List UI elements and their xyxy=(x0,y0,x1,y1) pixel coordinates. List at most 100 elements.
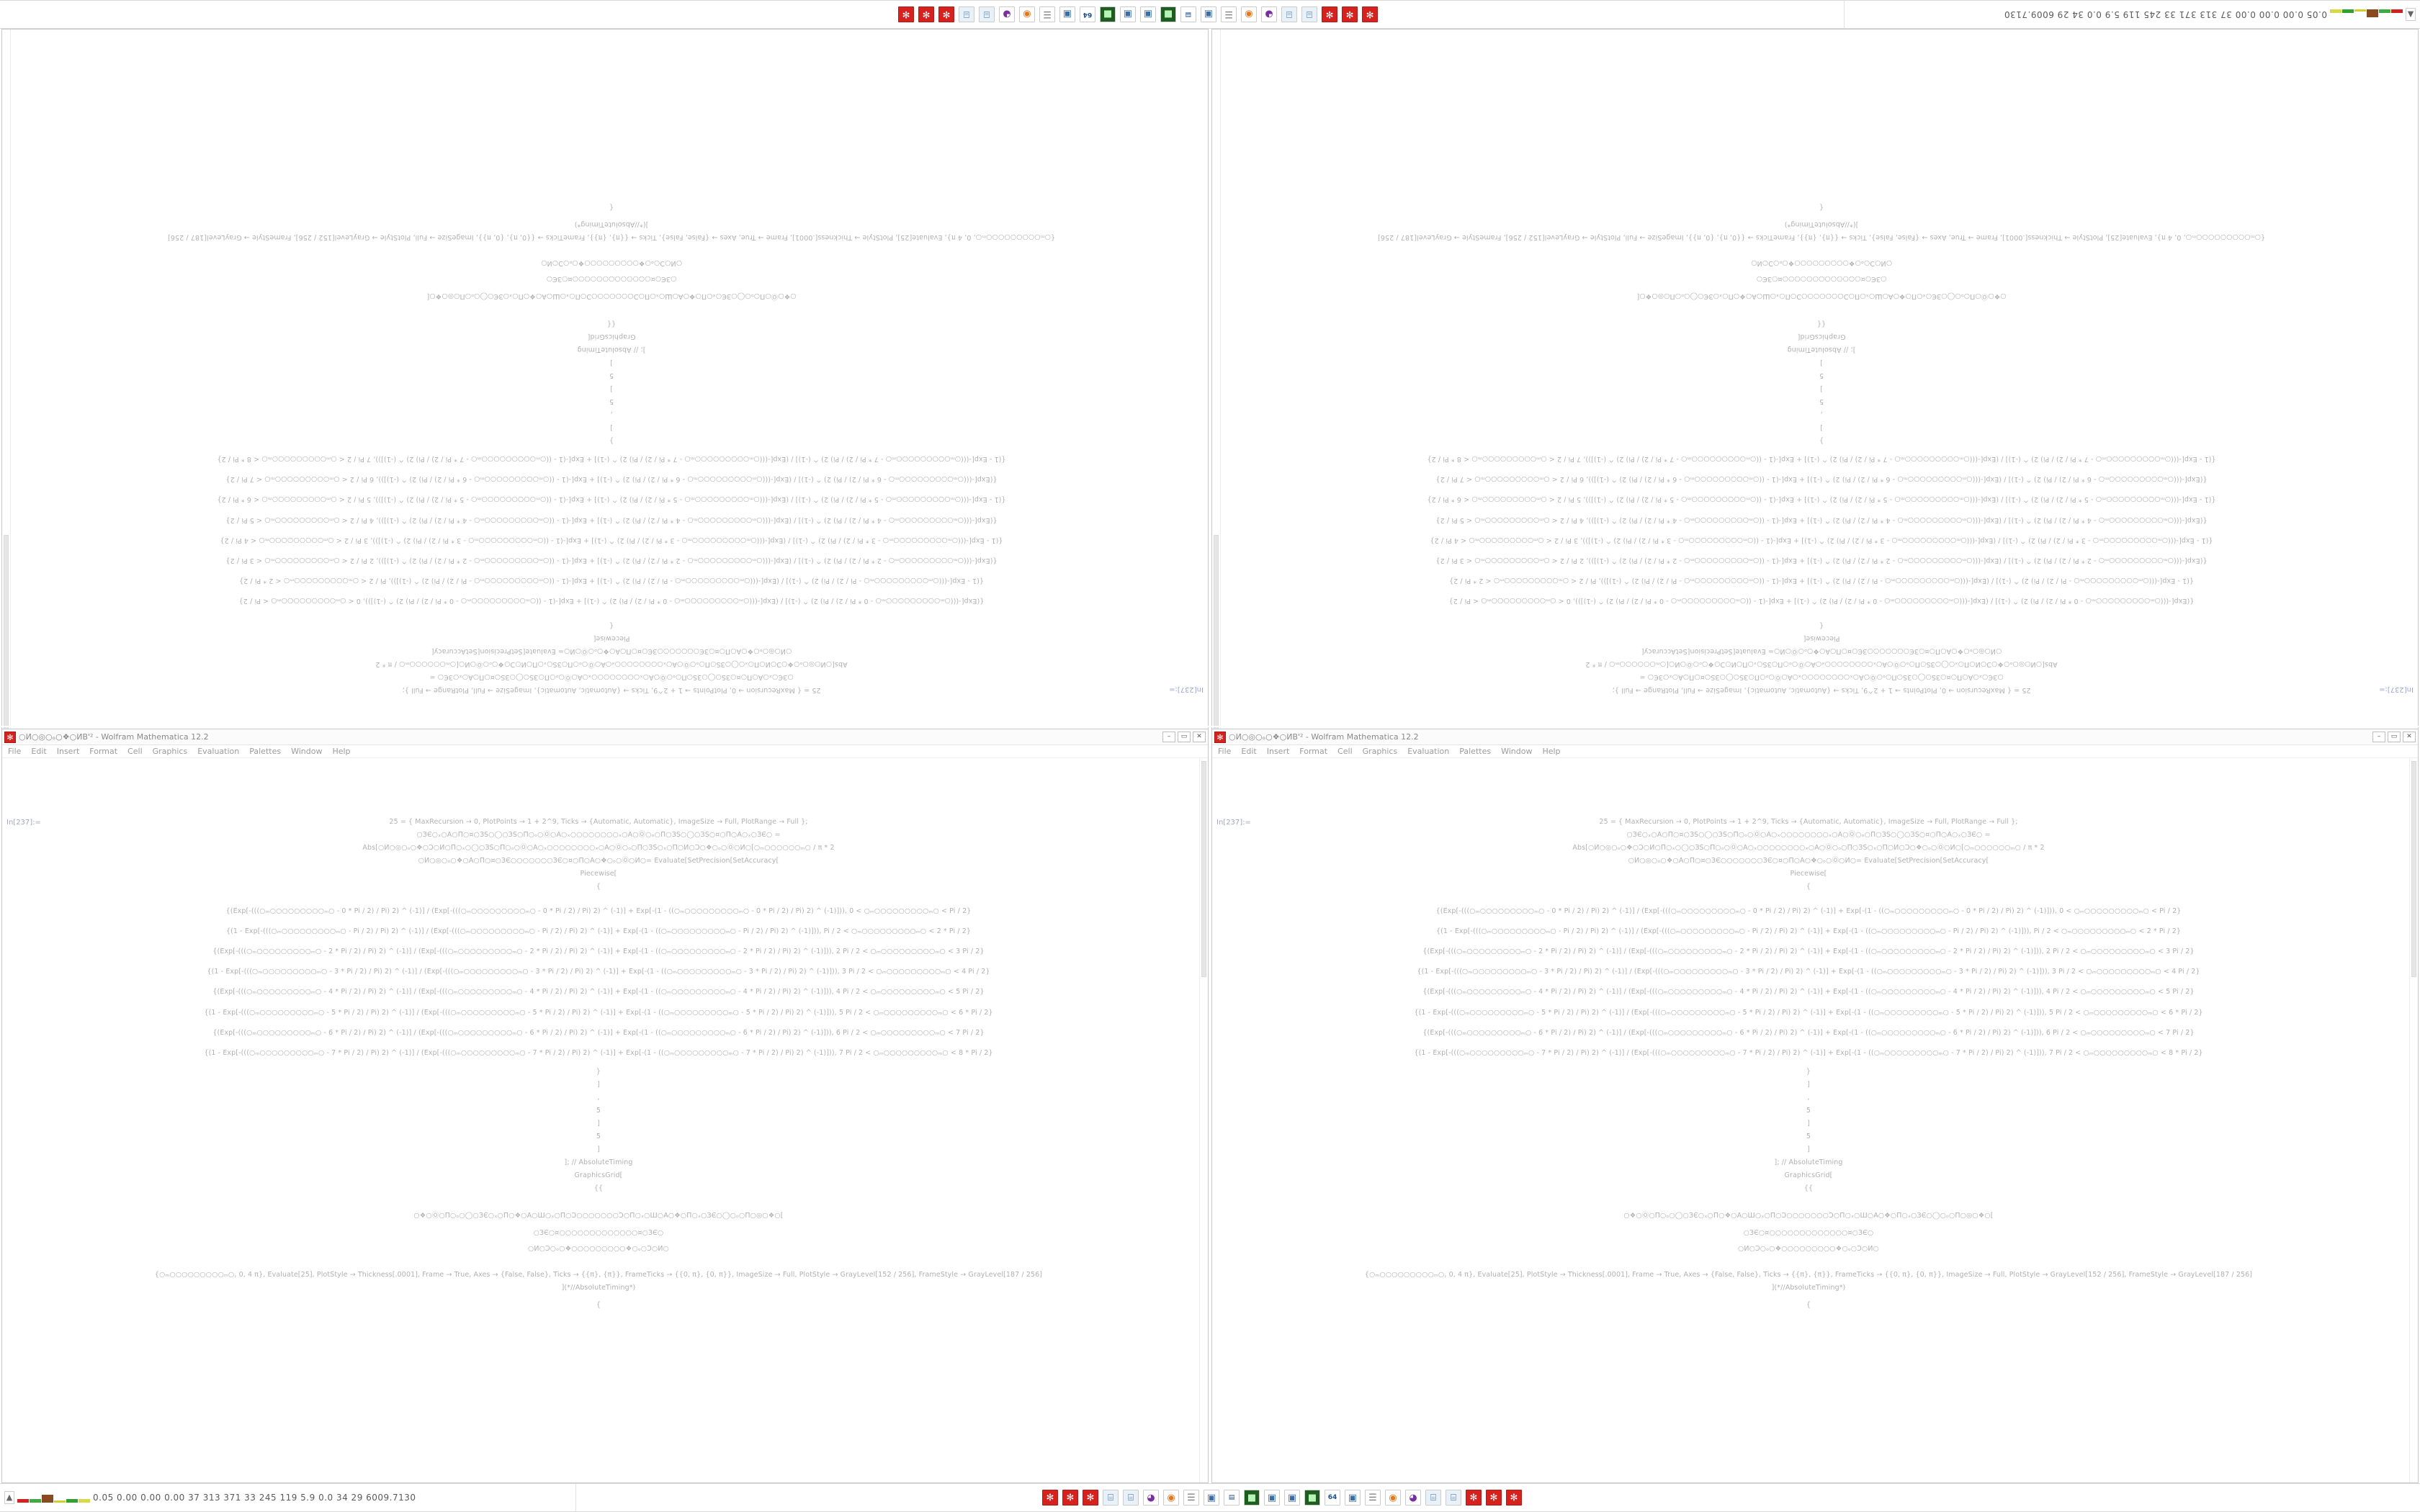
menu-item-palettes[interactable]: Palettes xyxy=(1459,747,1492,756)
menu-item-evaluation[interactable]: Evaluation xyxy=(1407,747,1450,756)
piecewise-row-1[interactable]: {(1 - Exp[-(((○ₘ○○○○○○○○○ₘ○ - Pi / 2) / … xyxy=(1448,576,2195,585)
monitor-icon[interactable]: ▣ xyxy=(1204,1490,1219,1506)
firefox-icon[interactable]: ◉ xyxy=(1241,6,1257,22)
monitor-icon[interactable]: ▣ xyxy=(1140,6,1156,22)
floppy-disk-64-icon[interactable]: 64 xyxy=(1325,1490,1340,1506)
plot-call-line[interactable]: ○❖○Ⓞ○П○ₒ○◯○ЗЄ○ₓ○П○❖○А○Ш○ₓ○П○Ɔ○○○○○○○Ɔ○П○… xyxy=(1636,292,2007,300)
terminal-icon[interactable]: ■ xyxy=(1100,6,1116,22)
closer-0[interactable]: } xyxy=(1819,436,1824,445)
wolfram-spikey-icon[interactable]: ✻ xyxy=(938,6,954,22)
monitor-icon[interactable]: ▣ xyxy=(1264,1490,1280,1506)
tray-expand-arrow[interactable]: ▲ xyxy=(2406,8,2416,21)
plot-call-line[interactable]: ○❖○Ⓞ○П○ₒ○◯○ЗЄ○ₓ○П○❖○А○Ш○ₓ○П○Ɔ○○○○○○○Ɔ○П○… xyxy=(413,1212,784,1220)
plot-options-line[interactable]: {○ₘ○○○○○○○○○ₘ○, 0, 4 π}, Evaluate[25], P… xyxy=(1377,233,2266,241)
menu-item-format[interactable]: Format xyxy=(1299,747,1328,756)
taskbar-bottom[interactable]: ▲ 0.05 0.00 0.00 0.00 37 313 371 33 245 … xyxy=(0,1483,2420,1512)
taskbar-icon-list-top[interactable]: ✻ ✻ ✻ ⌸ ⌸ ◕ ◉ ☰ ▣ ▤ ■ ▣ ▣ ■ 64 ▣ ☰ ◉ ◕ ⌸ ⌸ ✻ ✻ ✻ xyxy=(432,6,1844,22)
menu-item-file[interactable]: File xyxy=(8,747,22,756)
plot-arg-line-2[interactable]: ○ЗЄ○¤○○○○○○○○○○○○○¤○ЗЄ○ xyxy=(1756,274,1887,283)
closer-3[interactable]: 5 xyxy=(596,1106,601,1115)
calculator-icon[interactable]: ⌸ xyxy=(1425,1490,1441,1506)
closer-1[interactable]: ] xyxy=(610,423,613,432)
closer-3[interactable]: 5 xyxy=(1806,1106,1811,1115)
code-line-header-0[interactable]: 25 = { MaxRecursion → 0, PlotPoints → 1 … xyxy=(1599,818,2018,826)
piecewise-row-3[interactable]: {(1 - Exp[-(((○ₘ○○○○○○○○○ₘ○ - 3 * Pi / 2… xyxy=(207,968,990,976)
piecewise-row-5[interactable]: {(1 - Exp[-(((○ₘ○○○○○○○○○ₘ○ - 5 * Pi / 2… xyxy=(204,1008,993,1017)
piecewise-row-2[interactable]: {(Exp[-(((○ₘ○○○○○○○○○ₘ○ - 2 * Pi / 2) / … xyxy=(1435,556,2208,564)
purple-bird-icon[interactable]: ◕ xyxy=(1143,1490,1159,1506)
code-line-header-5[interactable]: { xyxy=(596,883,601,891)
notebook-window-left[interactable]: ✻ ○И○◎○ₒ○❖○ИB'² - Wolfram Mathematica 12… xyxy=(1,729,1209,1483)
notebook-window-right-rotated[interactable]: ✻ ○И○◎○ₒ○❖○ИB'² - Wolfram Mathematica 12… xyxy=(1211,29,2419,783)
plot-arg-line-3[interactable]: ○И○Ɔ○ₒ○❖○○○○○○○○○❖○ₒ○Ɔ○И○ xyxy=(541,258,682,267)
closer-1[interactable]: ] xyxy=(1807,1080,1810,1089)
menu-item-insert[interactable]: Insert xyxy=(56,747,80,756)
calculator-icon[interactable]: ⌸ xyxy=(1281,6,1297,22)
closer-2[interactable]: , xyxy=(1820,410,1823,419)
notepad-icon[interactable]: ☰ xyxy=(1221,6,1237,22)
firefox-icon[interactable]: ◉ xyxy=(1385,1490,1401,1506)
code-line-header-0[interactable]: 25 = { MaxRecursion → 0, PlotPoints → 1 … xyxy=(402,686,821,694)
plot-arg-line-2[interactable]: ○ЗЄ○¤○○○○○○○○○○○○○¤○ЗЄ○ xyxy=(533,1229,664,1238)
wolfram-spikey-icon[interactable]: ✻ xyxy=(1062,1490,1078,1506)
notepad-icon[interactable]: ☰ xyxy=(1039,6,1055,22)
grid-open-brace[interactable]: {{ xyxy=(1816,319,1827,328)
calculator-icon[interactable]: ⌸ xyxy=(1103,1490,1119,1506)
notebook-content[interactable]: In[237]:= 25 = { MaxRecursion → 0, PlotPo… xyxy=(11,30,1208,754)
piecewise-row-6[interactable]: {(Exp[-(((○ₘ○○○○○○○○○ₘ○ - 6 * Pi / 2) / … xyxy=(225,475,998,484)
final-brace[interactable]: { xyxy=(596,1301,601,1310)
graphics-grid-call[interactable]: GraphicsGrid[ xyxy=(1797,332,1846,341)
close-button[interactable]: ✕ xyxy=(1193,732,1206,742)
code-line-header-2[interactable]: Abs[○И○◎○ₒ○❖○Ɔ○И○П○ₓ○◯○ЗЅ○П○ₒ○Ⓞ○А○ₓ○○○○○… xyxy=(1572,844,2045,852)
close-button[interactable]: ✕ xyxy=(2403,732,2416,742)
code-line-header-2[interactable]: Abs[○И○◎○ₒ○❖○Ɔ○И○П○ₓ○◯○ЗЅ○П○ₒ○Ⓞ○А○ₓ○○○○○… xyxy=(375,660,848,668)
closer-3[interactable]: 5 xyxy=(609,397,614,406)
code-line-header-2[interactable]: Abs[○И○◎○ₒ○❖○Ɔ○И○П○ₓ○◯○ЗЅ○П○ₒ○Ⓞ○А○ₓ○○○○○… xyxy=(362,844,835,852)
piecewise-row-0[interactable]: {(Exp[-(((○ₘ○○○○○○○○○ₘ○ - 0 * Pi / 2) / … xyxy=(1448,596,2195,605)
notebook-window-right[interactable]: ✻ ○И○◎○ₒ○❖○ИB'² - Wolfram Mathematica 12… xyxy=(1211,729,2419,1483)
plot-call-line[interactable]: ○❖○Ⓞ○П○ₒ○◯○ЗЄ○ₓ○П○❖○А○Ш○ₓ○П○Ɔ○○○○○○○Ɔ○П○… xyxy=(426,292,797,300)
piecewise-row-6[interactable]: {(Exp[-(((○ₘ○○○○○○○○○ₘ○ - 6 * Pi / 2) / … xyxy=(1435,475,2208,484)
menu-item-palettes[interactable]: Palettes xyxy=(249,747,282,756)
piecewise-row-4[interactable]: {(Exp[-(((○ₘ○○○○○○○○○ₘ○ - 4 * Pi / 2) / … xyxy=(1435,516,2208,524)
menu-item-window[interactable]: Window xyxy=(1501,747,1533,756)
wolfram-spikey-icon[interactable]: ✻ xyxy=(898,6,914,22)
graphics-grid-call[interactable]: GraphicsGrid[ xyxy=(1784,1171,1833,1180)
wolfram-spikey-icon[interactable]: ✻ xyxy=(1506,1490,1522,1506)
plot-arg-line-3[interactable]: ○И○Ɔ○ₒ○❖○○○○○○○○○❖○ₒ○Ɔ○И○ xyxy=(1751,258,1892,267)
wolfram-spikey-icon[interactable]: ✻ xyxy=(1486,1490,1502,1506)
system-tray-top[interactable]: ▲ 0.05 0.00 0.00 0.00 37 313 371 33 245 … xyxy=(1844,1,2420,28)
menu-item-insert[interactable]: Insert xyxy=(1266,747,1290,756)
notebook-body[interactable]: In[237]:= 25 = { MaxRecursion → 0, PlotPo… xyxy=(2,30,1208,754)
piecewise-row-4[interactable]: {(Exp[-(((○ₘ○○○○○○○○○ₘ○ - 4 * Pi / 2) / … xyxy=(1422,988,2195,996)
vertical-scrollbar[interactable] xyxy=(2409,758,2418,1482)
closer-3[interactable]: 5 xyxy=(1819,397,1824,406)
menu-item-format[interactable]: Format xyxy=(89,747,118,756)
closer-7[interactable]: ]; // AbsoluteTiming xyxy=(577,346,646,354)
notebook-window-left-rotated[interactable]: ✻ ○И○◎○ₒ○❖○ИB'² - Wolfram Mathematica 12… xyxy=(1,29,1209,783)
closer-6[interactable]: ] xyxy=(597,1145,600,1153)
monitor-icon[interactable]: ▣ xyxy=(1120,6,1136,22)
grid-open-brace[interactable]: {{ xyxy=(606,319,617,328)
piecewise-row-1[interactable]: {(1 - Exp[-(((○ₘ○○○○○○○○○ₘ○ - Pi / 2) / … xyxy=(238,576,985,585)
wolfram-spikey-icon[interactable]: ✻ xyxy=(1322,6,1337,22)
scrollbar-thumb[interactable] xyxy=(1214,535,1219,751)
menu-item-cell[interactable]: Cell xyxy=(1337,747,1353,756)
plot-options-line[interactable]: {○ₘ○○○○○○○○○ₘ○, 0, 4 π}, Evaluate[25], P… xyxy=(1364,1271,2253,1279)
piecewise-row-3[interactable]: {(1 - Exp[-(((○ₘ○○○○○○○○○ₘ○ - 3 * Pi / 2… xyxy=(1430,536,2213,544)
piecewise-row-2[interactable]: {(Exp[-(((○ₘ○○○○○○○○○ₘ○ - 2 * Pi / 2) / … xyxy=(225,556,998,564)
code-line-header-5[interactable]: { xyxy=(1806,883,1811,891)
closer-7[interactable]: ]; // AbsoluteTiming xyxy=(1787,346,1856,354)
plot-options-line[interactable]: {○ₘ○○○○○○○○○ₘ○, 0, 4 π}, Evaluate[25], P… xyxy=(167,233,1056,241)
piecewise-row-7[interactable]: {(1 - Exp[-(((○ₘ○○○○○○○○○ₘ○ - 7 * Pi / 2… xyxy=(1414,1048,2203,1057)
code-line-header-0[interactable]: 25 = { MaxRecursion → 0, PlotPoints → 1 … xyxy=(389,818,808,826)
titlebar[interactable]: ✻ ○И○◎○ₒ○❖○ИB'² - Wolfram Mathematica 12… xyxy=(2,729,1208,745)
closer-7[interactable]: ]; // AbsoluteTiming xyxy=(564,1158,633,1166)
code-line-header-1[interactable]: ○ЗЄ○ₓ○А○П○¤○ЗЅ○◯○ЗЅ○П○ₒ○Ⓞ○А○ₓ○○○○○○○○ₓ○А… xyxy=(429,672,794,681)
purple-bird-icon[interactable]: ◕ xyxy=(999,6,1015,22)
piecewise-row-5[interactable]: {(1 - Exp[-(((○ₘ○○○○○○○○○ₘ○ - 5 * Pi / 2… xyxy=(1427,495,2216,504)
code-line-header-4[interactable]: Piecewise[ xyxy=(593,634,630,642)
closer-6[interactable]: ] xyxy=(1807,1145,1810,1153)
piecewise-row-7[interactable]: {(1 - Exp[-(((○ₘ○○○○○○○○○ₘ○ - 7 * Pi / 2… xyxy=(1427,455,2216,464)
code-line-header-3[interactable]: ○И○◎○ₒ○❖○А○П○¤○ЗЄ○○○○○○○ЗЄ○¤○П○А○❖○ₒ○Ⓞ○И… xyxy=(418,857,779,865)
